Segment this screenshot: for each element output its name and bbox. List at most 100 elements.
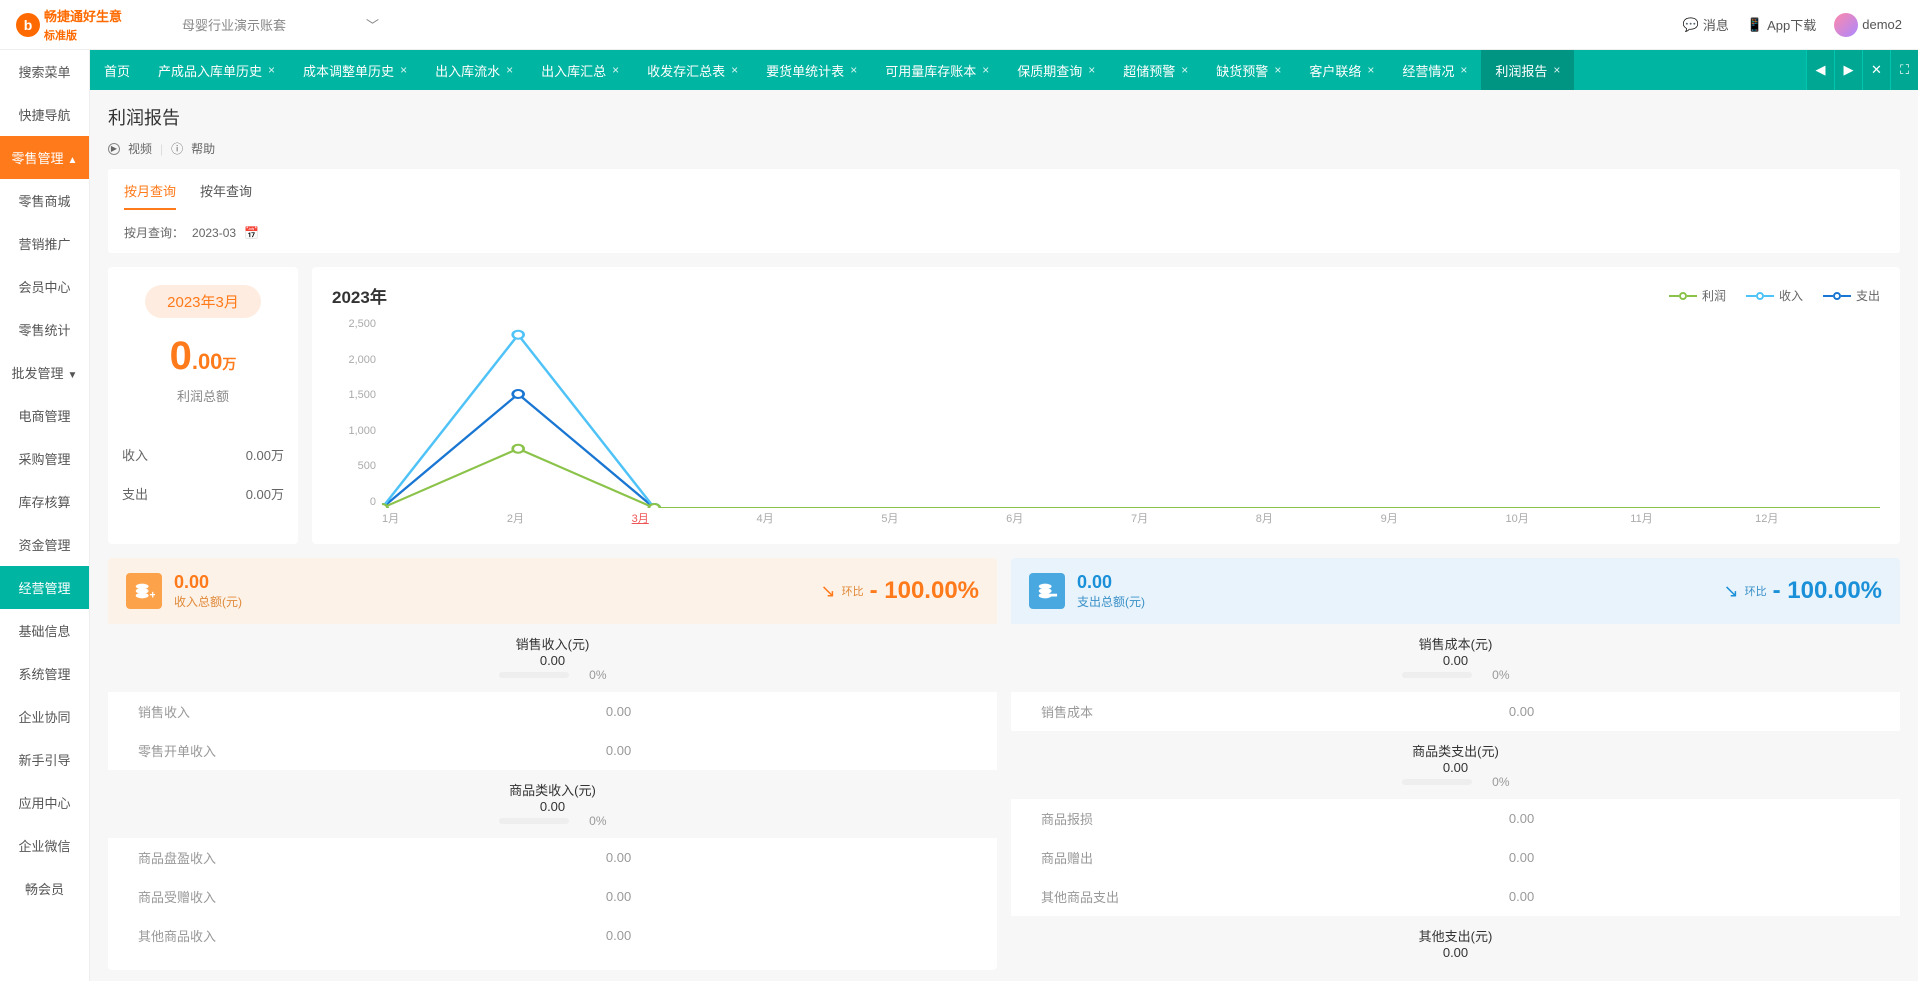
tab[interactable]: 缺货预警 × (1202, 50, 1295, 90)
filter-value[interactable]: 2023-03 (192, 226, 236, 240)
filter-label: 按月查询： (124, 224, 184, 241)
sidebar-item[interactable]: 会员中心 (0, 265, 89, 308)
x-tick: 4月 (756, 510, 881, 528)
y-tick: 2,500 (332, 318, 376, 330)
tab[interactable]: 首页 (90, 50, 144, 90)
tab[interactable]: 利润报告× (1481, 50, 1574, 90)
close-icon[interactable]: × (506, 63, 513, 77)
row-name: 零售开单收入 (138, 741, 498, 760)
tab-label: 超储预警 (1123, 61, 1175, 80)
sidebar-item[interactable]: 快捷导航 (0, 93, 89, 136)
row-value: 0.00 (1443, 760, 1468, 775)
legend-item[interactable]: 支出 (1823, 287, 1880, 304)
sidebar-item[interactable]: 采购管理 (0, 437, 89, 480)
close-icon[interactable]: × (850, 63, 857, 77)
tab[interactable]: 出入库流水× (421, 50, 527, 90)
row-value: 0.00 (498, 850, 738, 865)
legend-label: 利润 (1702, 287, 1726, 304)
data-row: 商品受赠收入0.00 (108, 877, 997, 916)
sidebar-item[interactable]: 基础信息 (0, 609, 89, 652)
tab[interactable]: 收发存汇总表 × (633, 50, 752, 90)
message-button[interactable]: 💬 消息 (1683, 15, 1729, 34)
sidebar-item[interactable]: 批发管理▼ (0, 351, 89, 394)
calendar-icon[interactable]: 📅 (244, 226, 259, 240)
tab-next-button[interactable]: ▶ (1834, 50, 1862, 90)
expense-delta-label: 环比 (1745, 583, 1767, 599)
row-bar: 0% (1402, 775, 1510, 789)
x-tick: 1月 (382, 510, 507, 528)
account-select[interactable]: 母婴行业演示账套 ﹀ (182, 15, 379, 34)
sidebar-item[interactable]: 库存核算 (0, 480, 89, 523)
tab-label: 缺货预警 (1216, 61, 1268, 80)
close-icon[interactable]: × (982, 63, 989, 77)
download-button[interactable]: 📱 App下载 (1747, 15, 1816, 34)
caret-icon: ▼ (68, 370, 78, 381)
sidebar-item[interactable]: 企业微信 (0, 824, 89, 867)
close-icon[interactable]: × (1553, 63, 1560, 77)
trend-down-icon: ↘ (1724, 581, 1739, 602)
tab[interactable]: 客户联络× (1295, 50, 1388, 90)
sidebar-item[interactable]: 营销推广 (0, 222, 89, 265)
close-icon[interactable]: × (1274, 63, 1281, 77)
tab[interactable]: 产成品入库单历史 × (144, 50, 289, 90)
data-row: 商品盘盈收入0.00 (108, 838, 997, 877)
sidebar-item[interactable]: 零售统计 (0, 308, 89, 351)
sidebar: 搜索菜单快捷导航零售管理▲零售商城营销推广会员中心零售统计批发管理▼电商管理采购… (0, 50, 90, 981)
tab[interactable]: 保质期查询× (1003, 50, 1109, 90)
fullscreen-button[interactable]: ⛶ (1890, 50, 1918, 90)
sidebar-item[interactable]: 经营管理 (0, 566, 89, 609)
close-icon[interactable]: × (400, 63, 407, 77)
month-pill: 2023年3月 (145, 285, 261, 318)
sidebar-item[interactable]: 零售商城 (0, 179, 89, 222)
row-bar: 0% (499, 814, 607, 828)
close-icon[interactable]: × (731, 63, 738, 77)
video-link[interactable]: 视频 (128, 140, 152, 157)
close-icon[interactable]: × (1460, 63, 1467, 77)
sidebar-item[interactable]: 资金管理 (0, 523, 89, 566)
sidebar-item[interactable]: 电商管理 (0, 394, 89, 437)
data-row: 其他商品支出0.00 (1011, 877, 1900, 916)
row-pct: 0% (1480, 668, 1510, 682)
y-tick: 0 (332, 496, 376, 508)
tab[interactable]: 超储预警 × (1109, 50, 1202, 90)
close-icon[interactable]: × (612, 63, 619, 77)
data-row: 商品类支出(元)0.000% (1011, 731, 1900, 799)
tab-label: 产成品入库单历史 (158, 61, 262, 80)
sidebar-item[interactable]: 零售管理▲ (0, 136, 89, 179)
tab[interactable]: 可用量库存账本× (871, 50, 1003, 90)
row-value: 0.00 (498, 928, 738, 943)
row-value: 0.00 (1401, 889, 1641, 904)
sidebar-item[interactable]: 应用中心 (0, 781, 89, 824)
tab-label: 收发存汇总表 (647, 61, 725, 80)
sidebar-item[interactable]: 新手引导 (0, 738, 89, 781)
chart-card: 2023年 利润收入支出 2,5002,0001,5001,0005000 1月… (312, 267, 1900, 544)
tab-close-all-button[interactable]: ✕ (1862, 50, 1890, 90)
sidebar-item[interactable]: 畅会员 (0, 867, 89, 910)
tab[interactable]: 成本调整单历史× (289, 50, 421, 90)
legend-item[interactable]: 收入 (1746, 287, 1803, 304)
legend-item[interactable]: 利润 (1669, 287, 1726, 304)
sidebar-item[interactable]: 搜索菜单 (0, 50, 89, 93)
user-menu[interactable]: demo2 (1834, 13, 1902, 37)
tab[interactable]: 要货单统计表× (752, 50, 871, 90)
sidebar-item[interactable]: 企业协同 (0, 695, 89, 738)
close-icon[interactable]: × (1088, 63, 1095, 77)
sidebar-item[interactable]: 系统管理 (0, 652, 89, 695)
tab-label: 经营情况 (1402, 61, 1454, 80)
close-icon[interactable]: × (1181, 63, 1188, 77)
subtab-yearly[interactable]: 按年查询 (200, 181, 252, 210)
data-row: 商品赠出0.00 (1011, 838, 1900, 877)
row-name: 销售收入 (138, 702, 498, 721)
svg-text:+: + (150, 589, 156, 601)
tab[interactable]: 出入库汇总× (527, 50, 633, 90)
profit-label: 利润总额 (122, 386, 284, 405)
close-icon[interactable]: × (268, 63, 275, 77)
help-link[interactable]: 帮助 (191, 140, 215, 157)
logo-sub: 标准版 (44, 27, 122, 43)
tab[interactable]: 经营情况 × (1388, 50, 1481, 90)
subtab-monthly[interactable]: 按月查询 (124, 181, 176, 210)
income-delta-label: 环比 (842, 583, 864, 599)
tab-prev-button[interactable]: ◀ (1806, 50, 1834, 90)
close-icon[interactable]: × (1367, 63, 1374, 77)
app-header: b 畅捷通好生意 标准版 母婴行业演示账套 ﹀ 💬 消息 📱 App下载 dem… (0, 0, 1918, 50)
